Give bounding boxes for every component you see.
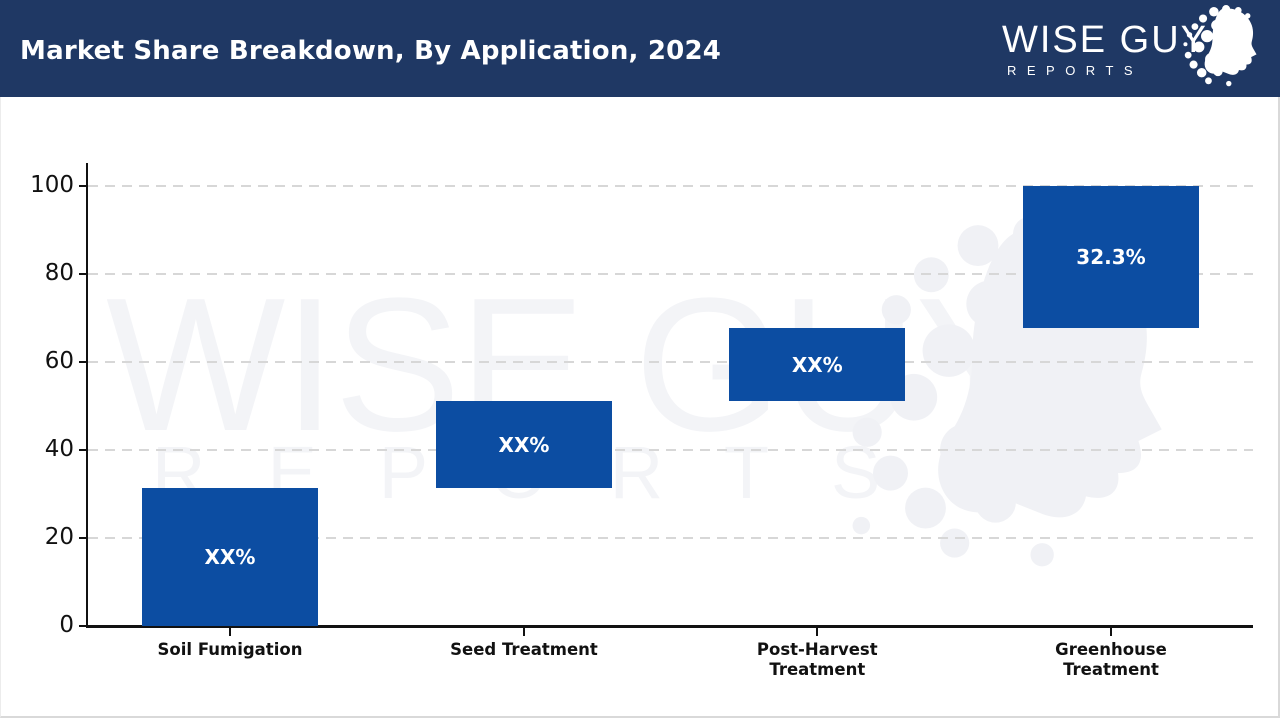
chart-title: Market Share Breakdown, By Application, … <box>20 36 722 66</box>
x-axis-tick-3 <box>816 628 819 636</box>
wiseguy-logo-line1: WISE GUY <box>1001 19 1208 61</box>
bar-segment-2: XX% <box>436 401 612 488</box>
y-axis-tick-label: 100 <box>30 171 74 198</box>
wiseguy-logo-text: WISE GUY REPORTS <box>1002 20 1208 78</box>
y-axis-tick-label: 80 <box>44 259 74 286</box>
bar-value-label: XX% <box>791 352 843 377</box>
x-axis-category-label: Post-Harvest Treatment <box>756 640 878 679</box>
wiseguy-logo: WISE GUY REPORTS <box>1002 4 1270 94</box>
y-axis-tick-0 <box>79 625 88 627</box>
y-axis-tick-100 <box>79 184 88 187</box>
x-axis-line <box>86 625 1253 628</box>
wiseguy-logo-line2: REPORTS <box>1006 63 1144 78</box>
y-axis-tick-40 <box>79 448 88 451</box>
x-axis-tick-2 <box>523 628 525 636</box>
y-axis-tick-label: 40 <box>44 435 74 462</box>
bar-value-label: 32.3% <box>1076 244 1146 269</box>
x-axis-category-label: Soil Fumigation <box>157 640 303 659</box>
x-axis-category-label: Seed Treatment <box>450 640 598 659</box>
bar-value-label: XX% <box>204 544 256 569</box>
y-axis-line <box>86 163 88 628</box>
bar-segment-4: 32.3% <box>1023 185 1199 328</box>
bar-value-label: XX% <box>498 432 550 457</box>
y-axis-tick-label: 60 <box>44 347 74 374</box>
x-axis-category-label: Greenhouse Treatment <box>1055 640 1167 679</box>
bar-segment-3: XX% <box>729 327 906 402</box>
y-axis-tick-label: 0 <box>59 612 74 638</box>
gridline-100 <box>88 184 1253 187</box>
bar-segment-1: XX% <box>142 487 318 626</box>
gridline-40 <box>88 448 1253 451</box>
y-axis-tick-60 <box>79 360 88 363</box>
y-axis-tick-20 <box>79 536 88 539</box>
gridline-20 <box>88 536 1253 539</box>
chart-plot-area: 0 20 40 60 80 100 XX% Soil Fumigation XX% Seed Tr… <box>0 97 1280 720</box>
x-axis-tick-4 <box>1110 628 1112 636</box>
y-axis-tick-80 <box>79 272 88 275</box>
wiseguy-face-icon <box>1183 5 1257 87</box>
header-bar: Market Share Breakdown, By Application, … <box>0 0 1280 97</box>
y-axis-tick-label: 20 <box>44 523 74 550</box>
wiseguy-face-watermark-icon <box>846 216 1162 567</box>
x-axis-tick-1 <box>229 628 231 636</box>
gridline-80 <box>88 272 1253 275</box>
gridline-60 <box>88 360 1253 363</box>
